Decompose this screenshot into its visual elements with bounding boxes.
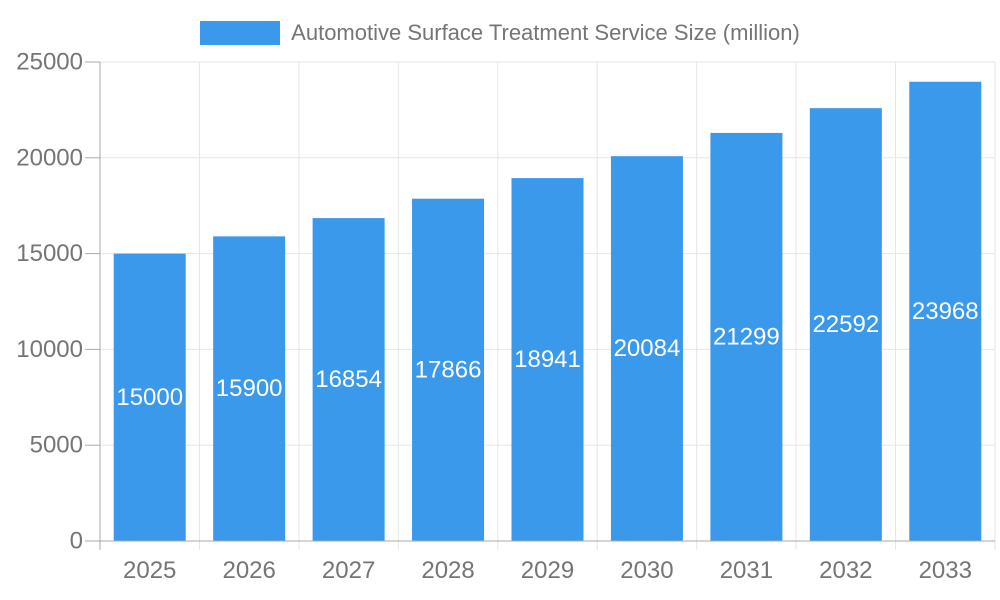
y-tick-label: 5000	[30, 432, 83, 459]
bar-value-label: 20084	[614, 335, 681, 362]
x-tick-label: 2031	[720, 557, 773, 584]
y-tick-label: 0	[70, 528, 83, 555]
legend[interactable]: Automotive Surface Treatment Service Siz…	[0, 20, 1000, 46]
bar[interactable]	[710, 132, 783, 541]
legend-label: Automotive Surface Treatment Service Siz…	[291, 20, 800, 45]
bar[interactable]	[909, 81, 982, 541]
x-tick-label: 2026	[222, 557, 275, 584]
x-tick-label: 2030	[620, 557, 673, 584]
bar[interactable]	[809, 108, 882, 542]
y-tick-label: 10000	[16, 336, 83, 363]
bar-value-label: 23968	[912, 298, 979, 325]
bar-value-label: 16854	[315, 366, 382, 393]
bar-value-label: 22592	[812, 311, 879, 338]
y-tick-label: 20000	[16, 144, 83, 171]
bar-value-label: 15900	[216, 375, 283, 402]
bar[interactable]	[213, 236, 286, 541]
bar-value-label: 17866	[415, 356, 482, 383]
legend-swatch	[200, 21, 281, 45]
x-tick-label: 2028	[421, 557, 474, 584]
bar-value-label: 18941	[514, 346, 581, 373]
bar-value-label: 15000	[116, 384, 183, 411]
bar[interactable]	[412, 198, 485, 541]
y-tick-label: 15000	[16, 240, 83, 267]
y-tick-label: 25000	[16, 49, 83, 76]
x-tick-label: 2025	[123, 557, 176, 584]
x-tick-label: 2033	[919, 557, 972, 584]
x-tick-label: 2027	[322, 557, 375, 584]
bar[interactable]	[511, 178, 584, 541]
x-tick-label: 2032	[819, 557, 872, 584]
bar[interactable]	[610, 156, 683, 542]
bar[interactable]	[113, 253, 186, 541]
bar-value-label: 21299	[713, 323, 780, 350]
bar[interactable]	[312, 218, 385, 541]
x-tick-label: 2029	[521, 557, 574, 584]
